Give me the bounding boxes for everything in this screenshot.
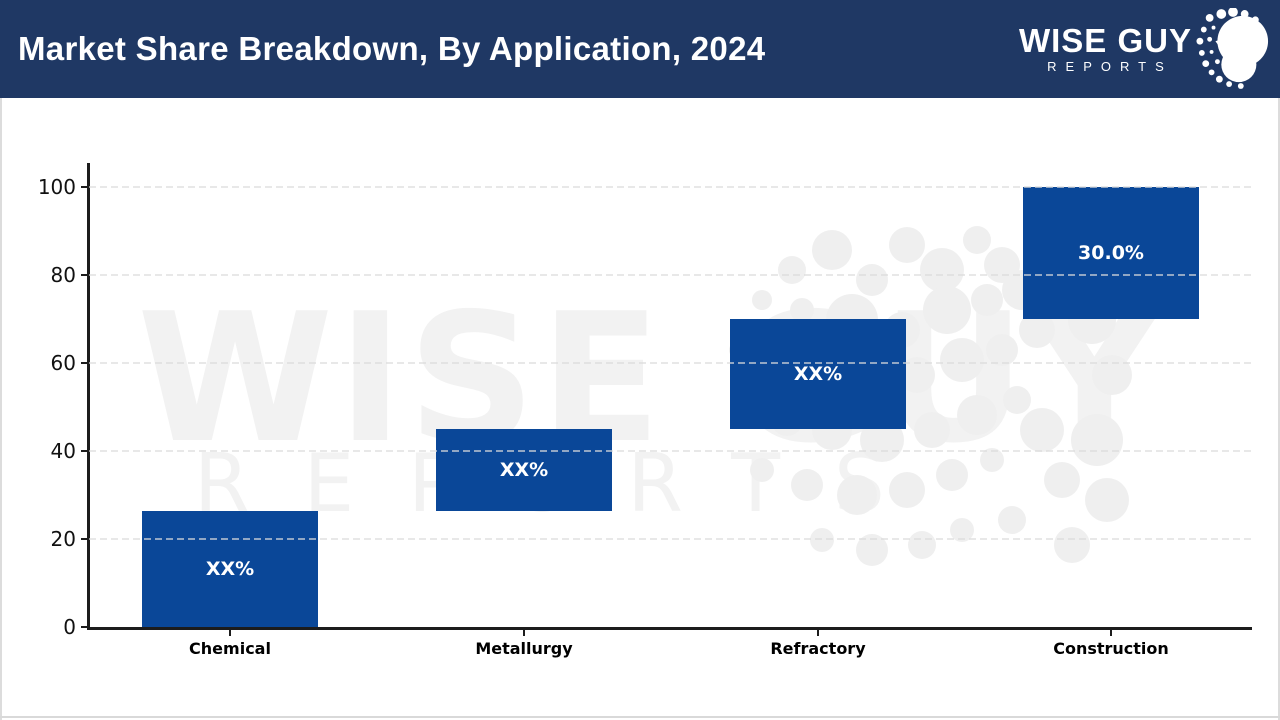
y-axis-spine xyxy=(87,163,90,630)
logo-face-icon xyxy=(1196,8,1269,89)
x-axis-label: Chemical xyxy=(189,639,271,658)
y-tick-label: 20 xyxy=(50,527,76,551)
y-tick xyxy=(81,362,89,364)
logo-wordmark: WISE GUY xyxy=(1018,22,1192,59)
bar-value-label: XX% xyxy=(499,458,549,481)
bar-refractory xyxy=(730,319,906,429)
y-grid-line xyxy=(89,450,1252,452)
y-grid-line xyxy=(89,186,1252,188)
bar-value-label: 30.0% xyxy=(1078,242,1144,264)
y-tick-label: 80 xyxy=(50,263,76,287)
header: Market Share Breakdown, By Application, … xyxy=(0,0,1280,98)
x-tick xyxy=(1110,630,1112,636)
y-tick xyxy=(81,450,89,452)
y-tick xyxy=(81,626,89,628)
bar-metallurgy xyxy=(436,429,612,511)
chart-title: Market Share Breakdown, By Application, … xyxy=(18,30,766,67)
y-tick-label: 100 xyxy=(37,175,76,199)
logo-subtitle: REPORTS xyxy=(1047,59,1173,74)
x-tick xyxy=(523,630,525,636)
x-tick xyxy=(229,630,231,636)
x-axis-spine xyxy=(87,627,1252,630)
bar-value-label: XX% xyxy=(205,557,255,580)
y-tick xyxy=(81,186,89,188)
y-tick xyxy=(81,274,89,276)
y-tick-label: 0 xyxy=(63,615,76,639)
y-grid-line xyxy=(89,538,1252,540)
x-tick xyxy=(817,630,819,636)
bar-value-label: XX% xyxy=(793,363,843,385)
bar-chemical xyxy=(142,510,318,627)
y-tick xyxy=(81,538,89,540)
logo-text: WISE GUY REPORTS xyxy=(1019,23,1192,75)
x-axis-label: Construction xyxy=(1053,639,1169,658)
watermark-wordmark: WISE GUY xyxy=(137,275,1163,482)
y-tick-label: 60 xyxy=(50,351,76,375)
x-axis-label: Metallurgy xyxy=(475,639,573,658)
y-grid-line xyxy=(89,274,1252,276)
bar-construction xyxy=(1023,187,1199,319)
y-tick-label: 40 xyxy=(50,439,76,463)
x-axis-label: Refractory xyxy=(770,639,866,658)
wise-guy-logo: WISE GUY REPORTS xyxy=(1019,0,1270,98)
y-grid-line xyxy=(89,362,1252,364)
bottom-divider xyxy=(0,716,1280,718)
